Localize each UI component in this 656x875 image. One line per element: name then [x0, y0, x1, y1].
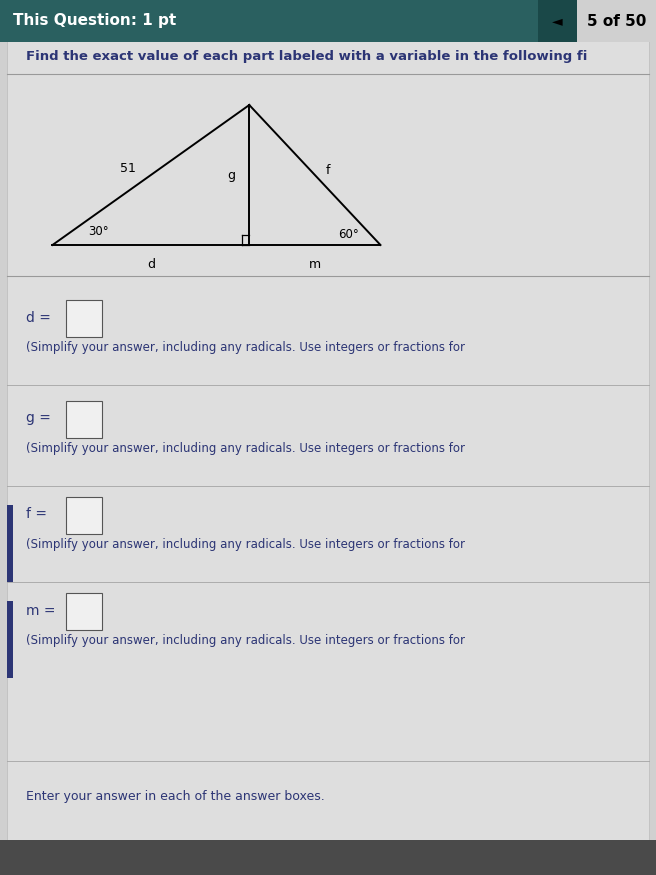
Text: (Simplify your answer, including any radicals. Use integers or fractions for: (Simplify your answer, including any rad…: [26, 634, 465, 648]
Bar: [0, 840, 656, 875]
Text: 51: 51: [120, 162, 136, 175]
Bar: [538, 0, 577, 42]
Text: 30°: 30°: [89, 226, 109, 238]
Bar: [577, 0, 656, 42]
Text: g =: g =: [26, 411, 51, 425]
Text: Find the exact value of each part labeled with a variable in the following fi: Find the exact value of each part labele…: [26, 51, 588, 63]
Text: m =: m =: [26, 604, 56, 618]
Bar: [66, 497, 102, 534]
Text: d =: d =: [26, 311, 51, 325]
Bar: [66, 401, 102, 438]
Text: m: m: [309, 258, 321, 270]
Bar: [7, 601, 13, 678]
Text: f: f: [326, 164, 330, 177]
Text: 60°: 60°: [338, 228, 359, 241]
Text: f =: f =: [26, 507, 47, 522]
Text: (Simplify your answer, including any radicals. Use integers or fractions for: (Simplify your answer, including any rad…: [26, 538, 465, 551]
Text: (Simplify your answer, including any radicals. Use integers or fractions for: (Simplify your answer, including any rad…: [26, 341, 465, 354]
Text: 5 of 50: 5 of 50: [587, 13, 646, 29]
Bar: [0, 0, 656, 42]
Text: Enter your answer in each of the answer boxes.: Enter your answer in each of the answer …: [26, 790, 325, 802]
Text: ◄: ◄: [552, 14, 563, 28]
Text: (Simplify your answer, including any radicals. Use integers or fractions for: (Simplify your answer, including any rad…: [26, 442, 465, 455]
Bar: [7, 505, 13, 582]
Bar: [66, 593, 102, 630]
Text: d: d: [147, 258, 155, 270]
Bar: [66, 300, 102, 337]
Text: This Question: 1 pt: This Question: 1 pt: [13, 13, 176, 29]
Text: g: g: [227, 169, 235, 181]
